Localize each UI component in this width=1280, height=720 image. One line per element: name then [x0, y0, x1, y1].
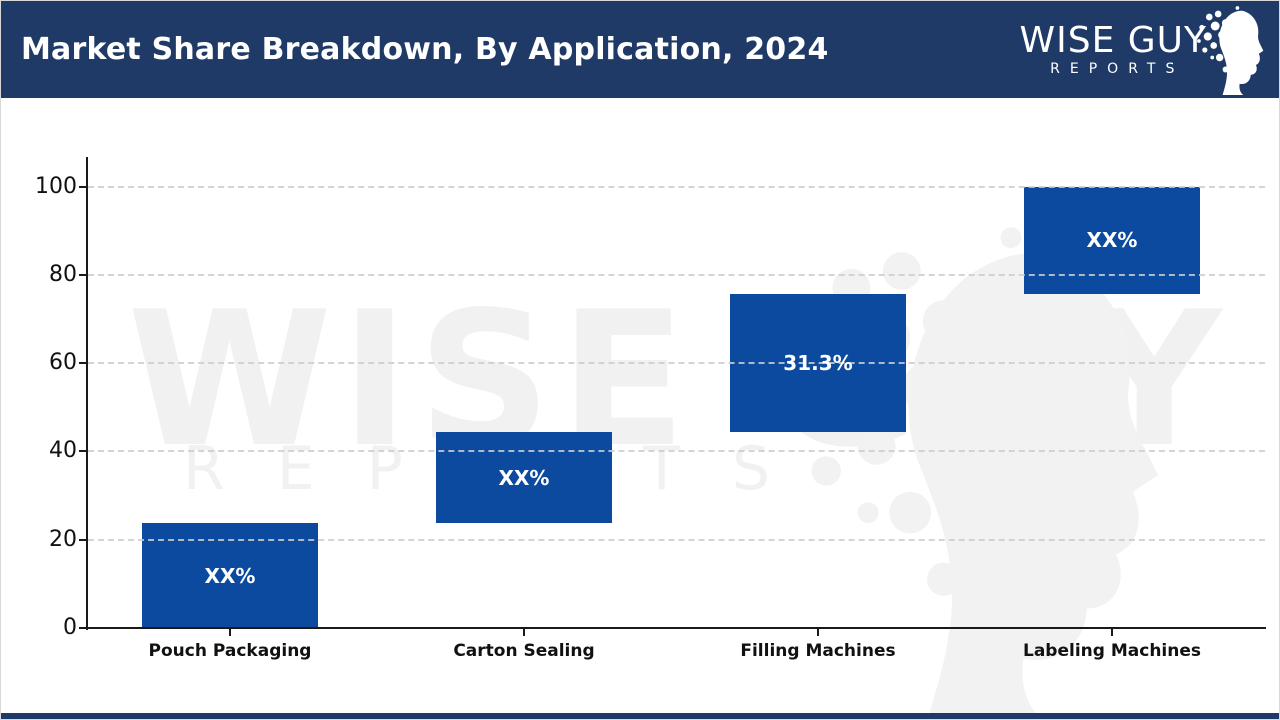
page-title: Market Share Breakdown, By Application, …: [21, 32, 829, 67]
y-tick-mark: [79, 627, 87, 629]
y-tick-label: 40: [49, 438, 77, 464]
wiseguy-logo: WISE GUY REPORTS: [1020, 5, 1268, 95]
gridline: [88, 450, 1265, 453]
x-category-label: Pouch Packaging: [148, 641, 312, 661]
bar-segment: [142, 523, 318, 628]
logo-face-profile-dots-icon: [1197, 5, 1264, 95]
x-tick-mark: [229, 629, 231, 636]
gridline: [88, 538, 1265, 541]
bar-segment: [1024, 186, 1200, 294]
y-tick-label: 20: [49, 526, 77, 552]
bar-value-label: XX%: [204, 563, 256, 588]
x-category-label: Carton Sealing: [453, 641, 595, 661]
logo-subtitle: REPORTS: [1050, 61, 1185, 77]
x-tick-mark: [523, 629, 525, 636]
y-tick-mark: [79, 538, 87, 541]
gridline: [88, 273, 1265, 276]
y-tick-label: 0: [63, 615, 77, 640]
x-axis-line: [86, 627, 1266, 629]
y-axis-line: [86, 157, 88, 630]
y-tick-mark: [79, 273, 87, 276]
gridline: [88, 185, 1265, 188]
x-category-label: Filling Machines: [740, 641, 896, 661]
y-tick-label: 100: [35, 173, 77, 199]
bar-value-label: XX%: [1086, 228, 1138, 253]
footer-bar: [1, 713, 1279, 719]
y-tick-mark: [79, 362, 87, 365]
bar-value-label: XX%: [498, 465, 550, 490]
logo-text: WISE GUY REPORTS: [1019, 20, 1208, 77]
x-category-label: Labeling Machines: [1023, 641, 1201, 661]
y-tick-mark: [79, 450, 87, 453]
logo-wordmark: WISE GUY: [1019, 20, 1207, 61]
bar-segment: [436, 431, 612, 524]
bar-value-label: 31.3%: [783, 350, 853, 375]
x-tick-mark: [817, 629, 819, 636]
header-bar: Market Share Breakdown, By Application, …: [1, 1, 1279, 98]
x-tick-mark: [1111, 629, 1113, 636]
y-tick-label: 80: [49, 261, 77, 287]
gridline: [88, 362, 1265, 365]
y-tick-label: 60: [49, 350, 77, 376]
y-tick-mark: [79, 185, 87, 188]
